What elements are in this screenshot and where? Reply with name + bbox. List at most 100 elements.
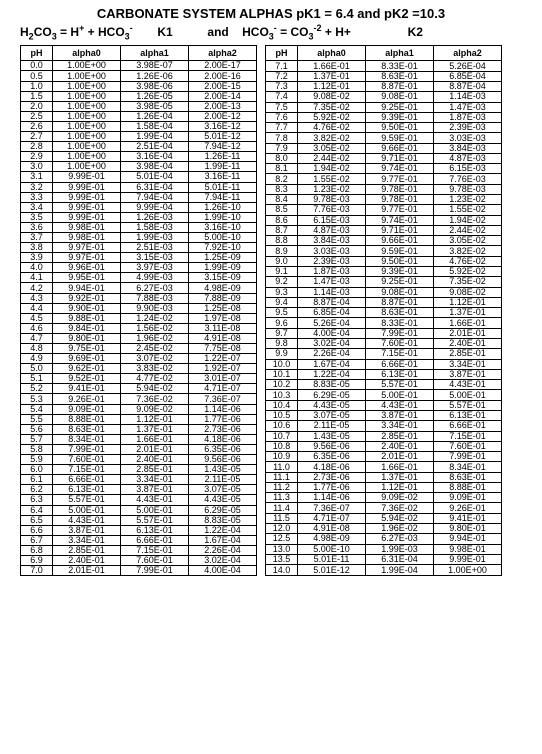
cell-a1: 9.09E-02 xyxy=(366,493,434,503)
table-row: 8.83.84E-039.66E-013.05E-02 xyxy=(266,236,502,246)
cell-a2: 6.29E-05 xyxy=(189,505,257,515)
table-row: 9.11.87E-039.39E-015.92E-02 xyxy=(266,267,502,277)
cell-a1: 9.59E-01 xyxy=(366,246,434,256)
cell-ph: 6.0 xyxy=(21,465,53,475)
cell-a1: 7.99E-01 xyxy=(121,566,189,576)
cell-a0: 5.01E-11 xyxy=(298,554,366,564)
cell-a2: 1.22E-07 xyxy=(189,354,257,364)
cell-ph: 10.2 xyxy=(266,380,298,390)
cell-a0: 9.90E-01 xyxy=(53,303,121,313)
cell-ph: 10.8 xyxy=(266,441,298,451)
cell-a2: 7.92E-10 xyxy=(189,243,257,253)
cell-a0: 8.83E-05 xyxy=(298,380,366,390)
cell-a1: 9.78E-01 xyxy=(366,184,434,194)
cell-a1: 3.07E-02 xyxy=(121,354,189,364)
cell-a1: 8.63E-01 xyxy=(366,308,434,318)
cell-a0: 6.29E-05 xyxy=(298,390,366,400)
cell-a1: 6.31E-04 xyxy=(121,182,189,192)
cell-a1: 1.37E-01 xyxy=(366,472,434,482)
col-alpha1: alpha1 xyxy=(121,46,189,61)
cell-a0: 8.34E-01 xyxy=(53,434,121,444)
cell-a2: 8.34E-01 xyxy=(434,462,502,472)
cell-a1: 9.09E-02 xyxy=(121,404,189,414)
cell-a2: 4.87E-03 xyxy=(434,153,502,163)
alpha-table-b: pH alpha0 alpha1 alpha2 7.11.66E-018.33E… xyxy=(265,45,502,576)
cell-a0: 1.77E-06 xyxy=(298,482,366,492)
cell-ph: 4.0 xyxy=(21,263,53,273)
cell-ph: 3.7 xyxy=(21,232,53,242)
table-row: 5.09.62E-013.83E-021.92E-07 xyxy=(21,364,257,374)
col-alpha0: alpha0 xyxy=(53,46,121,61)
cell-a2: 3.05E-02 xyxy=(434,236,502,246)
table-row: 7.11.66E-018.33E-015.26E-04 xyxy=(266,61,502,71)
cell-ph: 7.5 xyxy=(266,102,298,112)
cell-a2: 3.01E-07 xyxy=(189,374,257,384)
cell-a0: 2.11E-05 xyxy=(298,421,366,431)
cell-a1: 9.08E-01 xyxy=(366,287,434,297)
cell-ph: 10.5 xyxy=(266,410,298,420)
cell-a0: 6.35E-06 xyxy=(298,452,366,462)
cell-ph: 8.9 xyxy=(266,246,298,256)
cell-a2: 3.02E-04 xyxy=(189,555,257,565)
table-row: 0.51.00E+001.26E-062.00E-16 xyxy=(21,71,257,81)
cell-a0: 2.01E-01 xyxy=(53,566,121,576)
cell-ph: 6.5 xyxy=(21,515,53,525)
table-row: 12.54.98E-096.27E-039.94E-01 xyxy=(266,534,502,544)
cell-ph: 4.8 xyxy=(21,344,53,354)
cell-a0: 7.36E-07 xyxy=(298,503,366,513)
table-row: 8.66.15E-039.74E-011.94E-02 xyxy=(266,215,502,225)
table-row: 7.02.01E-017.99E-014.00E-04 xyxy=(21,566,257,576)
table-row: 4.49.90E-019.90E-031.25E-08 xyxy=(21,303,257,313)
cell-ph: 5.8 xyxy=(21,444,53,454)
cell-a1: 1.58E-03 xyxy=(121,222,189,232)
cell-a2: 5.00E-01 xyxy=(434,390,502,400)
cell-a1: 7.36E-02 xyxy=(121,394,189,404)
cell-a1: 9.50E-01 xyxy=(366,123,434,133)
cell-a1: 1.66E-01 xyxy=(366,462,434,472)
cell-a2: 7.76E-03 xyxy=(434,174,502,184)
cell-a1: 7.99E-01 xyxy=(366,328,434,338)
table-row: 7.31.12E-018.87E-018.87E-04 xyxy=(266,81,502,91)
cell-ph: 6.2 xyxy=(21,485,53,495)
cell-ph: 8.7 xyxy=(266,225,298,235)
table-row: 11.31.14E-069.09E-029.09E-01 xyxy=(266,493,502,503)
cell-a1: 9.39E-01 xyxy=(366,267,434,277)
cell-ph: 6.1 xyxy=(21,475,53,485)
cell-a2: 1.25E-09 xyxy=(189,253,257,263)
cell-a2: 5.92E-02 xyxy=(434,267,502,277)
table-row: 7.74.76E-029.50E-012.39E-03 xyxy=(266,123,502,133)
cell-ph: 10.0 xyxy=(266,359,298,369)
cell-a0: 9.56E-06 xyxy=(298,441,366,451)
table-row: 4.59.88E-011.24E-021.97E-08 xyxy=(21,313,257,323)
cell-ph: 7.4 xyxy=(266,92,298,102)
table-row: 3.89.97E-012.51E-037.92E-10 xyxy=(21,243,257,253)
cell-ph: 3.5 xyxy=(21,212,53,222)
cell-a0: 8.87E-04 xyxy=(298,297,366,307)
cell-a0: 4.18E-06 xyxy=(298,462,366,472)
table-row: 7.83.82E-029.59E-013.03E-03 xyxy=(266,133,502,143)
cell-a0: 2.73E-06 xyxy=(298,472,366,482)
cell-a1: 1.24E-02 xyxy=(121,313,189,323)
cell-a0: 9.09E-01 xyxy=(53,404,121,414)
cell-a0: 5.92E-02 xyxy=(298,112,366,122)
cell-a0: 3.82E-02 xyxy=(298,133,366,143)
cell-a2: 1.37E-01 xyxy=(434,308,502,318)
cell-ph: 13.5 xyxy=(266,554,298,564)
table-row: 9.56.85E-048.63E-011.37E-01 xyxy=(266,308,502,318)
cell-a2: 6.35E-06 xyxy=(189,444,257,454)
table-row: 4.69.84E-011.56E-023.11E-08 xyxy=(21,323,257,333)
cell-a0: 1.47E-03 xyxy=(298,277,366,287)
table-row: 9.92.26E-047.15E-012.85E-01 xyxy=(266,349,502,359)
cell-a0: 1.55E-02 xyxy=(298,174,366,184)
cell-a0: 5.00E-10 xyxy=(298,544,366,554)
table-row: 12.04.91E-081.96E-029.80E-01 xyxy=(266,524,502,534)
cell-a1: 6.66E-01 xyxy=(366,359,434,369)
table-row: 6.82.85E-017.15E-012.26E-04 xyxy=(21,545,257,555)
table-row: 8.74.87E-039.71E-012.44E-02 xyxy=(266,225,502,235)
table-row: 5.78.34E-011.66E-014.18E-06 xyxy=(21,434,257,444)
cell-a0: 5.00E-01 xyxy=(53,505,121,515)
table-row: 2.81.00E+002.51E-047.94E-12 xyxy=(21,142,257,152)
cell-a2: 3.87E-01 xyxy=(434,369,502,379)
cell-a1: 2.85E-01 xyxy=(121,465,189,475)
cell-a0: 9.99E-01 xyxy=(53,202,121,212)
